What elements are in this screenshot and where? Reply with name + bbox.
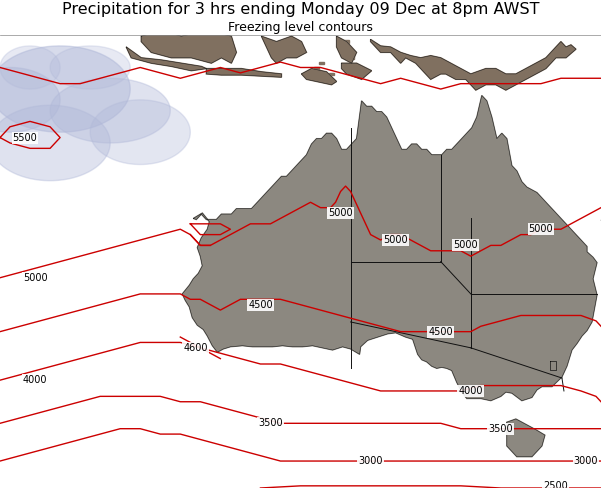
Polygon shape — [302, 68, 337, 85]
Polygon shape — [0, 67, 60, 132]
Polygon shape — [50, 78, 170, 143]
Polygon shape — [206, 68, 281, 77]
Polygon shape — [0, 46, 60, 89]
Text: 5000: 5000 — [599, 213, 601, 224]
Text: 4000: 4000 — [459, 386, 483, 396]
Text: 4500: 4500 — [248, 300, 273, 310]
Polygon shape — [141, 31, 236, 63]
Text: 4000: 4000 — [23, 375, 47, 385]
Polygon shape — [0, 46, 130, 132]
Text: 5500: 5500 — [13, 133, 37, 142]
Polygon shape — [337, 36, 356, 63]
Polygon shape — [507, 419, 545, 457]
Text: Freezing level contours: Freezing level contours — [228, 21, 373, 34]
Text: 3000: 3000 — [358, 456, 383, 466]
Polygon shape — [261, 36, 307, 63]
Polygon shape — [329, 73, 334, 75]
Text: 4600: 4600 — [183, 343, 207, 353]
Polygon shape — [126, 47, 206, 71]
Polygon shape — [319, 62, 324, 64]
Text: 3500: 3500 — [489, 424, 513, 434]
Polygon shape — [344, 41, 349, 43]
Text: 2500: 2500 — [543, 481, 569, 488]
Text: 5000: 5000 — [529, 224, 553, 234]
Polygon shape — [182, 96, 597, 401]
Text: Precipitation for 3 hrs ending Monday 09 Dec at 8pm AWST: Precipitation for 3 hrs ending Monday 09… — [62, 2, 539, 18]
Polygon shape — [50, 46, 130, 89]
Text: 5000: 5000 — [454, 241, 478, 250]
Polygon shape — [371, 40, 576, 90]
Text: 5000: 5000 — [383, 235, 408, 245]
Polygon shape — [314, 67, 319, 70]
Polygon shape — [90, 100, 191, 164]
Text: 3500: 3500 — [258, 418, 282, 428]
Text: 4500: 4500 — [429, 326, 453, 337]
Polygon shape — [0, 105, 110, 181]
Text: 5000: 5000 — [328, 208, 353, 218]
Text: 3000: 3000 — [574, 456, 598, 466]
Polygon shape — [341, 63, 371, 80]
Text: 5000: 5000 — [23, 273, 47, 283]
Polygon shape — [349, 57, 354, 59]
